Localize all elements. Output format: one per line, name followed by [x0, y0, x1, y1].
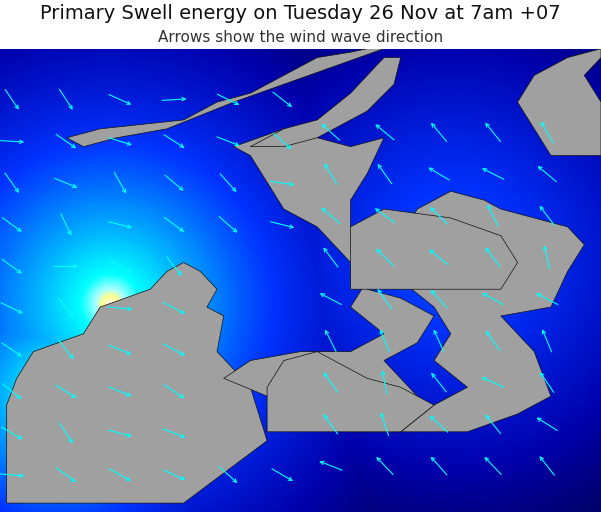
Text: Arrows show the wind wave direction: Arrows show the wind wave direction: [158, 30, 443, 46]
Text: Primary Swell energy on Tuesday 26 Nov at 7am +07: Primary Swell energy on Tuesday 26 Nov a…: [40, 4, 561, 23]
